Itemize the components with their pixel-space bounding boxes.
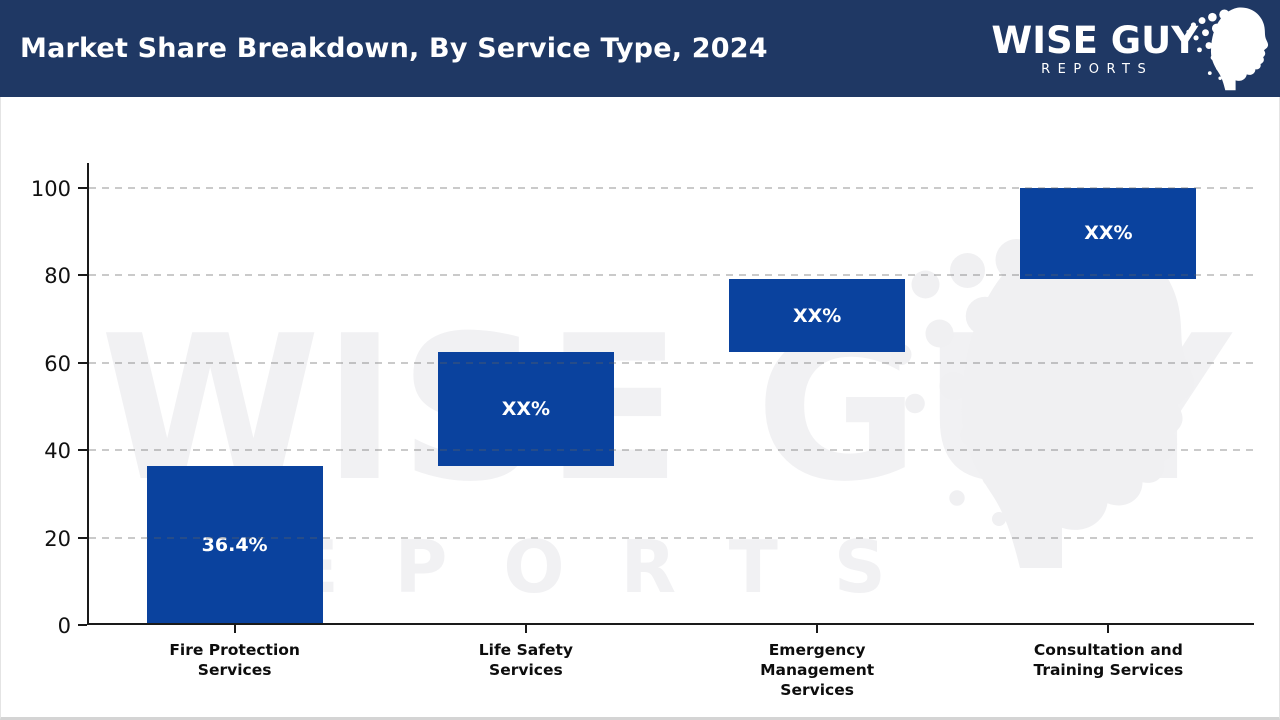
category-label: Emergency Management Services xyxy=(692,640,942,700)
bar-value-label: XX% xyxy=(1084,222,1133,245)
bar-segment: XX% xyxy=(729,279,906,353)
y-tick-60 xyxy=(78,361,87,364)
logo-tagline: REPORTS xyxy=(1041,61,1154,77)
bar-value-label: XX% xyxy=(501,398,551,421)
x-tick xyxy=(1107,625,1110,633)
bar-segment: 36.4% xyxy=(146,465,323,625)
plot-area: 0 20 40 60 80 100 36.4% Fire Protection Services… xyxy=(31,163,1254,699)
bar-value-label: XX% xyxy=(792,304,842,327)
y-tick-label-100: 100 xyxy=(30,176,71,201)
category-label-line: Services xyxy=(197,661,272,679)
category-label: Consultation and Training Services xyxy=(983,640,1233,680)
category-label-line: Fire Protection xyxy=(169,641,300,659)
chart-title: Market Share Breakdown, By Service Type,… xyxy=(20,33,768,64)
category-label-line: Services xyxy=(489,661,563,679)
y-tick-label-40: 40 xyxy=(44,439,71,463)
wise-guy-logo: WISE GUY REPORTS xyxy=(991,6,1270,92)
category-label-line: Services xyxy=(780,681,854,699)
y-tick-0 xyxy=(78,624,87,626)
category-label: Fire Protection Services xyxy=(110,640,360,680)
y-tick-label-80: 80 xyxy=(44,264,71,288)
y-tick-100 xyxy=(78,186,87,189)
category-label-line: Training Services xyxy=(1033,661,1184,679)
head-profile-dots-icon xyxy=(1186,6,1269,90)
gridline-60 xyxy=(89,361,1254,364)
category-label-line: Management xyxy=(760,661,875,679)
y-tick-40 xyxy=(78,449,87,451)
x-tick xyxy=(233,625,236,633)
x-axis-line xyxy=(87,623,1254,625)
category-label-line: Consultation and xyxy=(1033,641,1183,659)
category-label-line: Emergency xyxy=(768,641,866,659)
gridline-40 xyxy=(89,449,1254,451)
logo-name: WISE GUY xyxy=(991,18,1198,62)
bar-value-label: 36.4% xyxy=(201,534,268,557)
y-axis-line xyxy=(87,163,89,625)
bar-segment: XX% xyxy=(437,352,614,466)
logo-text: WISE GUY REPORTS xyxy=(991,22,1198,76)
y-tick-label-20: 20 xyxy=(44,526,71,551)
category-label-line: Life Safety xyxy=(478,641,573,659)
y-tick-80 xyxy=(78,274,87,276)
y-tick-label-60: 60 xyxy=(44,351,71,376)
gridline-80 xyxy=(89,274,1254,276)
bar-segment: XX% xyxy=(1020,187,1197,280)
category-label: Life Safety Services xyxy=(401,640,651,680)
x-tick xyxy=(524,625,527,633)
header-bar: Market Share Breakdown, By Service Type,… xyxy=(0,0,1280,97)
x-tick xyxy=(816,625,819,633)
gridline-100 xyxy=(89,186,1254,189)
y-tick-20 xyxy=(78,536,87,539)
gridline-20 xyxy=(89,536,1254,539)
y-tick-label-0: 0 xyxy=(57,614,71,638)
